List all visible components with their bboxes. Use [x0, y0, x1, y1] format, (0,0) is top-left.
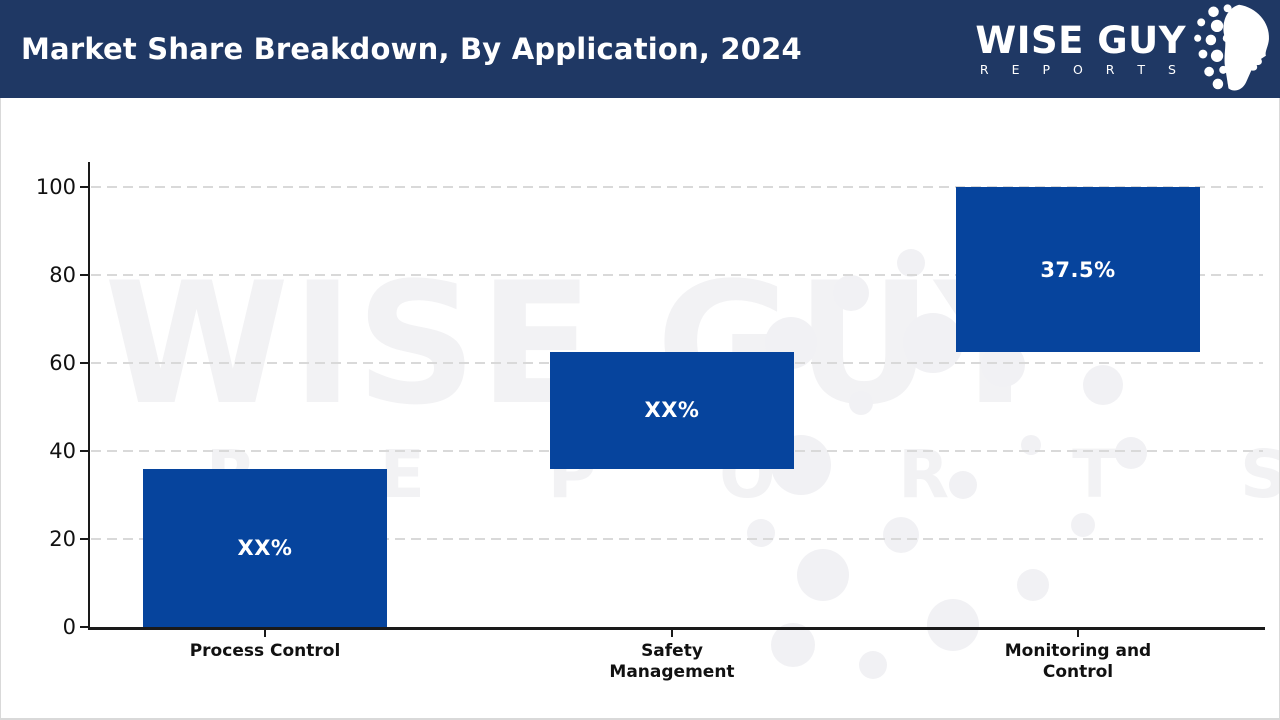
x-category-label: Process Control: [189, 641, 341, 661]
wiseguy-logo: WISE GUY R E P O R T S: [975, 1, 1276, 97]
bar-value-label: XX%: [644, 398, 700, 423]
y-tick-0: [80, 626, 88, 628]
y-tick-40: [80, 450, 88, 452]
x-category-label: Monitoring and Control: [1004, 641, 1152, 683]
bar-value-label: XX%: [237, 535, 293, 560]
header-bar: Market Share Breakdown, By Application, …: [0, 0, 1280, 98]
logo-name-text: WISE GUY: [975, 18, 1186, 62]
bar-2: XX%: [550, 352, 794, 469]
x-tick-3: [1077, 629, 1079, 637]
logo-subname-text: R E P O R T S: [979, 61, 1186, 77]
bar-value-label: 37.5%: [1040, 257, 1116, 282]
gridline-y-100: [91, 186, 1263, 188]
x-tick-2: [671, 629, 673, 637]
wiseguy-logo-text: WISE GUY R E P O R T S: [975, 22, 1186, 77]
y-tick-label: 80: [49, 263, 76, 287]
x-axis-spine: [88, 627, 1265, 630]
bar-3: 37.5%: [956, 187, 1200, 352]
y-tick-100: [80, 186, 88, 188]
x-category-label: Safety Management: [609, 641, 735, 683]
y-tick-label: 40: [49, 439, 76, 463]
bar-1: XX%: [143, 468, 387, 627]
y-tick-60: [80, 362, 88, 364]
y-tick-label: 60: [49, 351, 76, 375]
y-tick-80: [80, 274, 88, 276]
page-title: Market Share Breakdown, By Application, …: [21, 32, 802, 66]
wiseguy-face-icon: [1188, 1, 1276, 97]
gridline-y-20: [91, 538, 1263, 540]
y-tick-label: 0: [62, 615, 76, 639]
y-axis-spine: [88, 162, 90, 629]
y-tick-label: 100: [35, 175, 76, 199]
x-tick-1: [264, 629, 266, 637]
chart-canvas: WISE GUY R E P O R T S 0 20 40 60 80 100 XX% XX…: [0, 98, 1280, 720]
y-tick-label: 20: [49, 527, 76, 551]
gridline-y-80: [91, 274, 1263, 276]
y-tick-20: [80, 538, 88, 540]
